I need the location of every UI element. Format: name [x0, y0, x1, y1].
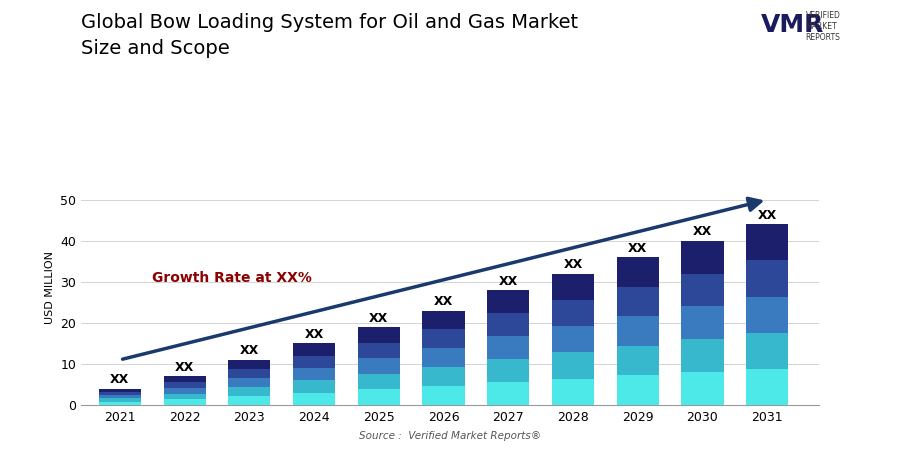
Bar — [681, 274, 724, 306]
Bar — [487, 382, 529, 405]
Bar — [357, 389, 400, 405]
Bar — [164, 388, 205, 393]
Text: VERIFIED
MARKET
REPORTS: VERIFIED MARKET REPORTS — [806, 11, 841, 42]
Bar — [293, 393, 335, 405]
Bar — [487, 336, 529, 359]
Bar — [616, 287, 659, 316]
Bar — [164, 399, 205, 405]
Bar — [99, 398, 141, 402]
Bar — [293, 380, 335, 393]
Text: Growth Rate at XX%: Growth Rate at XX% — [152, 271, 312, 285]
Text: VMR: VMR — [760, 14, 824, 37]
Text: Source :  Verified Market Reports®: Source : Verified Market Reports® — [359, 431, 541, 441]
Bar — [616, 257, 659, 287]
Bar — [746, 225, 788, 261]
Bar — [422, 386, 464, 405]
Bar — [487, 290, 529, 313]
Bar — [487, 359, 529, 382]
Bar — [422, 329, 464, 348]
Text: XX: XX — [110, 373, 130, 386]
Bar — [357, 342, 400, 358]
Bar — [616, 346, 659, 375]
Bar — [552, 326, 594, 352]
Bar — [293, 356, 335, 368]
Bar — [681, 339, 724, 372]
Bar — [99, 389, 141, 392]
Bar — [229, 378, 270, 387]
Bar — [552, 352, 594, 379]
Bar — [164, 393, 205, 399]
Bar — [293, 368, 335, 380]
Bar — [746, 297, 788, 333]
Bar — [293, 343, 335, 356]
Text: XX: XX — [175, 361, 194, 374]
Bar — [681, 306, 724, 339]
Bar — [164, 376, 205, 382]
Bar — [229, 396, 270, 405]
Bar — [746, 261, 788, 297]
Text: XX: XX — [758, 209, 777, 222]
Bar — [357, 327, 400, 342]
Bar — [422, 348, 464, 367]
Bar — [422, 367, 464, 386]
Bar — [552, 274, 594, 300]
Bar — [229, 360, 270, 369]
Text: XX: XX — [628, 242, 647, 255]
Bar — [746, 333, 788, 369]
Text: XX: XX — [693, 225, 712, 238]
Y-axis label: USD MILLION: USD MILLION — [45, 252, 55, 324]
Bar — [99, 395, 141, 398]
Bar — [616, 316, 659, 346]
Bar — [229, 369, 270, 378]
Bar — [164, 382, 205, 388]
Text: XX: XX — [304, 328, 324, 341]
Text: XX: XX — [499, 274, 517, 288]
Bar — [99, 392, 141, 395]
Bar — [229, 387, 270, 396]
Bar — [681, 372, 724, 405]
Bar — [616, 375, 659, 405]
Text: Global Bow Loading System for Oil and Gas Market
Size and Scope: Global Bow Loading System for Oil and Ga… — [81, 14, 578, 58]
Bar — [487, 313, 529, 336]
Text: XX: XX — [434, 295, 454, 308]
Bar — [681, 241, 724, 274]
Bar — [552, 300, 594, 326]
Text: XX: XX — [239, 344, 259, 357]
Bar — [422, 310, 464, 329]
Text: XX: XX — [369, 311, 389, 324]
Bar — [357, 374, 400, 389]
Bar — [357, 358, 400, 374]
Text: XX: XX — [563, 258, 582, 271]
Bar — [99, 402, 141, 405]
Bar — [746, 369, 788, 405]
Bar — [552, 379, 594, 405]
